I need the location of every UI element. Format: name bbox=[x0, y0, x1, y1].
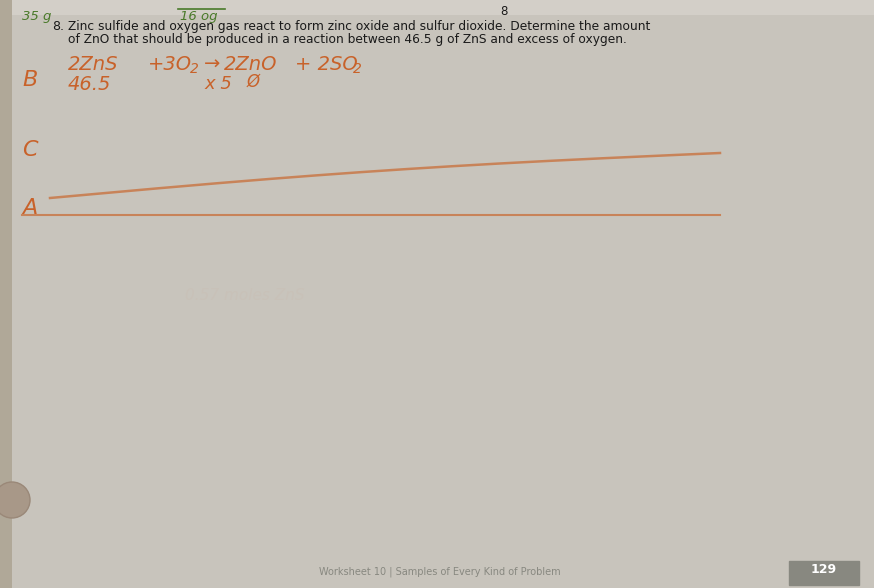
Text: 2: 2 bbox=[353, 62, 362, 76]
Circle shape bbox=[0, 482, 30, 518]
Text: 8.: 8. bbox=[52, 20, 64, 33]
Text: A: A bbox=[22, 198, 38, 218]
Text: C: C bbox=[22, 140, 38, 160]
Bar bbox=[0, 0, 12, 588]
Text: Ø: Ø bbox=[247, 73, 260, 91]
FancyBboxPatch shape bbox=[789, 561, 859, 585]
Text: →: → bbox=[204, 55, 220, 74]
Text: + 2SO: + 2SO bbox=[295, 55, 357, 74]
Text: 46.5: 46.5 bbox=[68, 75, 111, 94]
Text: 2: 2 bbox=[190, 62, 199, 76]
Text: Worksheet 10 | Samples of Every Kind of Problem: Worksheet 10 | Samples of Every Kind of … bbox=[319, 566, 561, 577]
Text: +3O: +3O bbox=[148, 55, 192, 74]
Text: 16 og: 16 og bbox=[180, 10, 218, 23]
Text: 2ZnO: 2ZnO bbox=[224, 55, 278, 74]
Text: 2ZnS: 2ZnS bbox=[68, 55, 119, 74]
Text: 35 g: 35 g bbox=[22, 10, 52, 23]
Text: of ZnO that should be produced in a reaction between 46.5 g of ZnS and excess of: of ZnO that should be produced in a reac… bbox=[68, 33, 627, 46]
Text: x 5: x 5 bbox=[204, 75, 232, 93]
Text: 0.57 moles ZnS: 0.57 moles ZnS bbox=[185, 288, 304, 303]
Text: 8: 8 bbox=[500, 5, 508, 18]
Text: B: B bbox=[22, 70, 38, 90]
Bar bbox=[12, 0, 874, 15]
Text: Zinc sulfide and oxygen gas react to form zinc oxide and sulfur dioxide. Determi: Zinc sulfide and oxygen gas react to for… bbox=[68, 20, 650, 33]
Text: 129: 129 bbox=[811, 563, 837, 576]
